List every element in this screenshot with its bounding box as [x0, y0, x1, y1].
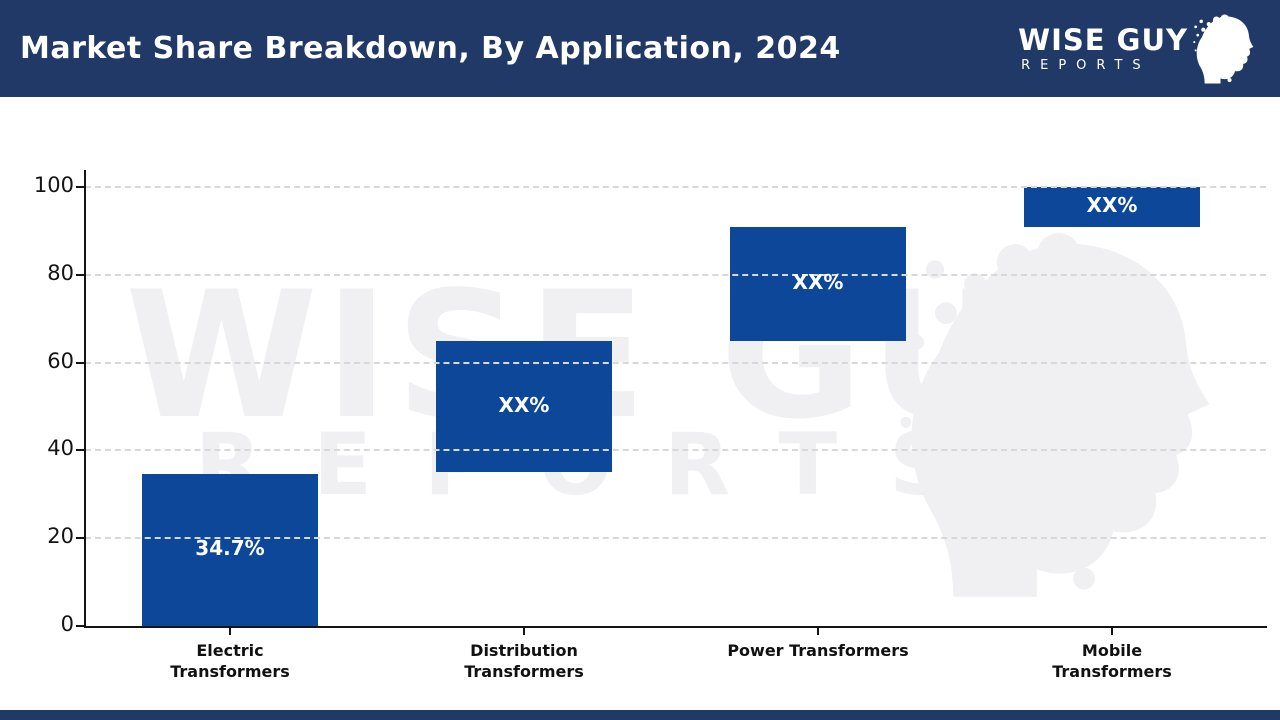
y-tick: [76, 449, 84, 452]
y-tick-label: 80: [47, 260, 74, 285]
y-tick: [76, 361, 84, 364]
footer-bar: [0, 710, 1280, 720]
brand-sub: REPORTS: [1021, 57, 1151, 73]
bar: [1024, 187, 1200, 227]
x-tick: [523, 627, 525, 635]
y-tick: [76, 537, 84, 540]
x-tick: [817, 627, 819, 635]
bar-value-label: XX%: [498, 392, 550, 417]
y-tick-label: 60: [47, 348, 74, 373]
bar-value-label: XX%: [1086, 192, 1138, 217]
brand-logo: WISE GUY REPORTS: [1018, 9, 1262, 89]
bar-value-label: 34.7%: [195, 535, 265, 560]
bar: [142, 473, 318, 626]
y-tick: [76, 625, 84, 627]
x-tick: [1111, 627, 1113, 635]
x-tick-label-line: Transformers: [170, 662, 290, 681]
x-tick-label: Electric Transformers: [80, 640, 380, 682]
page-title: Market Share Breakdown, By Application, …: [20, 31, 841, 66]
x-tick-label: Distribution Transformers: [374, 640, 674, 682]
x-tick-label-line: Electric: [196, 641, 264, 660]
x-tick-label-line: Transformers: [464, 662, 584, 681]
gridline: [85, 449, 1266, 452]
gridline: [85, 361, 1266, 364]
gridline: [85, 537, 1266, 540]
x-axis-line: [84, 626, 1267, 628]
x-tick: [229, 627, 231, 635]
y-tick: [76, 273, 84, 276]
y-axis-line: [84, 170, 86, 628]
x-tick-label-line: Transformers: [1052, 662, 1172, 681]
y-tick-label: 0: [60, 612, 74, 636]
brand-name: WISE GUY: [1018, 22, 1188, 57]
bar: [730, 226, 906, 341]
x-tick-label-line: Mobile: [1081, 641, 1143, 660]
x-tick-label-line: Power Transformers: [727, 641, 909, 660]
y-tick-label: 40: [47, 436, 74, 461]
gridline: [85, 186, 1266, 188]
watermark-head-icon: [893, 233, 1210, 597]
bar-value-label: XX%: [792, 269, 844, 294]
y-tick: [76, 186, 84, 188]
page-header: Market Share Breakdown, By Application, …: [0, 0, 1280, 97]
y-tick-label: 20: [47, 524, 74, 549]
y-tick-label: 100: [33, 173, 74, 197]
x-tick-label: Power Transformers: [668, 640, 968, 661]
gridline: [85, 273, 1266, 276]
x-tick-label: Mobile Transformers: [962, 640, 1262, 682]
brand-head-icon: [1193, 13, 1254, 84]
brand-logo-text: WISE GUY REPORTS: [1018, 25, 1188, 73]
x-tick-label-line: Distribution: [470, 641, 578, 660]
